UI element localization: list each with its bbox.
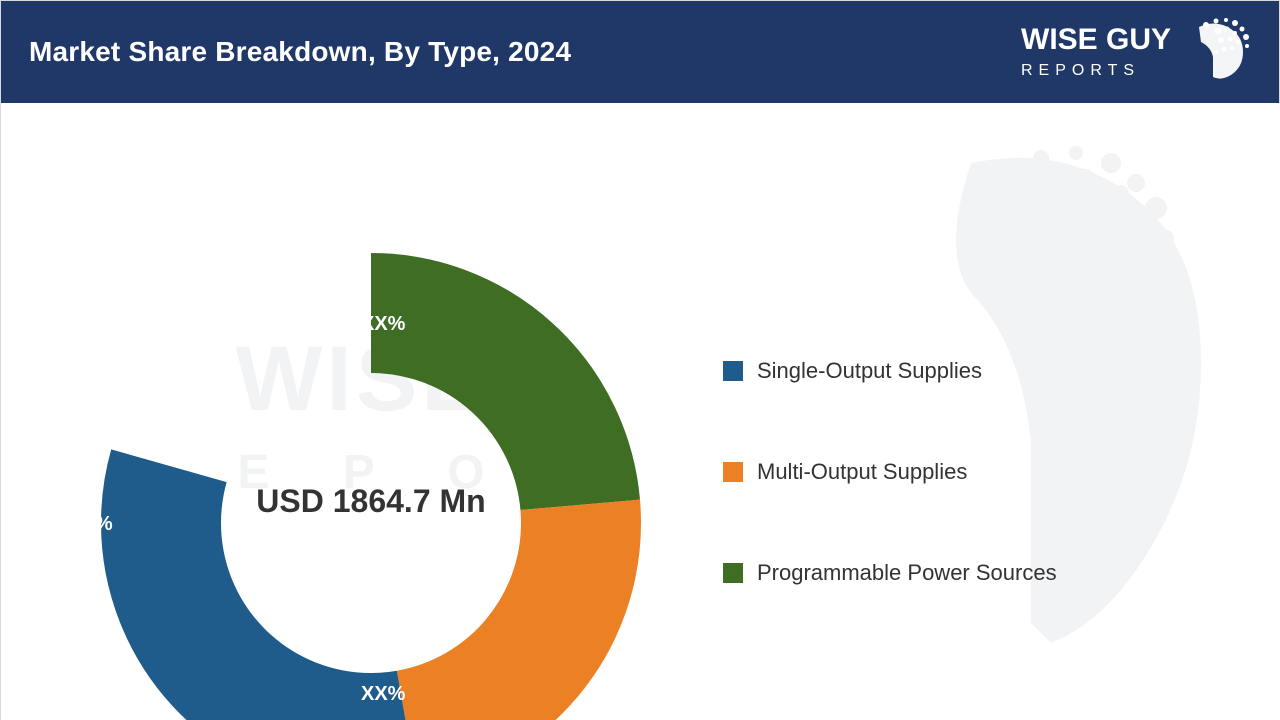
- legend-swatch-multi-output[interactable]: [723, 462, 743, 482]
- chart-legend: Single-Output Supplies Multi-Output Supp…: [723, 358, 1173, 586]
- legend-swatch-programmable-power[interactable]: [723, 563, 743, 583]
- legend-label-single-output: Single-Output Supplies: [757, 358, 982, 384]
- logo-head-icon: [1199, 18, 1249, 79]
- wise-guy-reports-logo: WISE GUY REPORTS: [1021, 17, 1251, 87]
- main-content: WISE E P O XX% XX% 40.5% USD 1864.7 Mn: [1, 103, 1280, 720]
- legend-item-single-output[interactable]: Single-Output Supplies: [723, 358, 1173, 384]
- header-bar: Market Share Breakdown, By Type, 2024 WI…: [1, 1, 1279, 103]
- legend-swatch-single-output[interactable]: [723, 361, 743, 381]
- donut-chart: XX% XX% 40.5%: [61, 233, 681, 720]
- logo-text-bottom: REPORTS: [1021, 62, 1140, 79]
- report-page: Market Share Breakdown, By Type, 2024 WI…: [0, 0, 1280, 720]
- legend-item-multi-output[interactable]: Multi-Output Supplies: [723, 459, 1173, 485]
- logo-text-top: WISE GUY: [1021, 23, 1171, 56]
- legend-label-multi-output: Multi-Output Supplies: [757, 459, 967, 485]
- legend-label-programmable-power: Programmable Power Sources: [757, 560, 1057, 586]
- legend-item-programmable-power[interactable]: Programmable Power Sources: [723, 560, 1173, 586]
- page-title: Market Share Breakdown, By Type, 2024: [29, 36, 571, 68]
